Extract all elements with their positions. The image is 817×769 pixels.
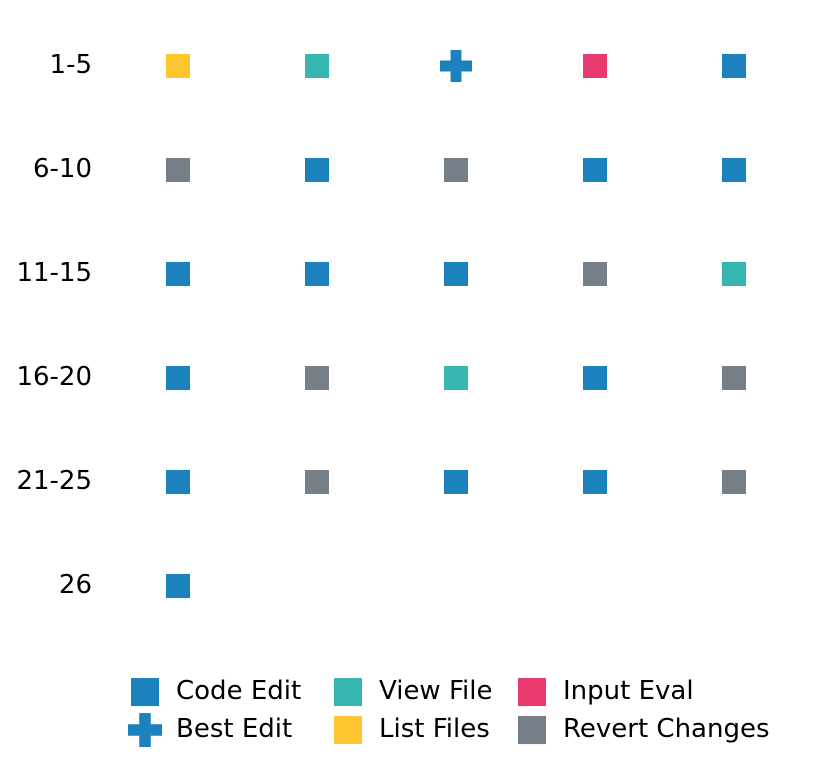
marker-revert-changes: [166, 158, 190, 182]
marker-code-edit: [305, 262, 329, 286]
legend-item-view-file: View File: [334, 676, 493, 707]
legend-item-list-files: List Files: [334, 714, 490, 745]
legend-square-swatch-input-eval: [518, 677, 546, 706]
marker-revert-changes: [305, 470, 329, 494]
legend-item-revert-changes: Revert Changes: [518, 714, 770, 745]
legend-label-revert-changes: Revert Changes: [563, 714, 770, 745]
legend-label-best-edit: Best Edit: [176, 714, 293, 745]
legend-square-swatch-list-files: [334, 715, 362, 744]
marker-list-files: [166, 54, 190, 78]
legend-label-input-eval: Input Eval: [563, 676, 694, 707]
marker-view-file: [722, 262, 746, 286]
marker-code-edit: [583, 158, 607, 182]
marker-revert-changes: [722, 470, 746, 494]
legend-square-swatch-view-file: [334, 677, 362, 706]
row-label-21-25: 21-25: [16, 465, 92, 496]
marker-code-edit: [166, 366, 190, 390]
marker-code-edit: [166, 574, 190, 598]
marker-input-eval: [583, 54, 607, 78]
marker-code-edit: [583, 470, 607, 494]
legend-square-swatch-code-edit: [131, 677, 159, 706]
marker-code-edit: [444, 470, 468, 494]
marker-code-edit: [166, 470, 190, 494]
plus-icon: [128, 712, 162, 747]
marker-revert-changes: [305, 366, 329, 390]
legend-item-best-edit: Best Edit: [128, 712, 293, 747]
marker-revert-changes: [583, 262, 607, 286]
row-label-11-15: 11-15: [16, 257, 92, 288]
marker-code-edit: [305, 158, 329, 182]
row-label-6-10: 6-10: [32, 153, 92, 184]
marker-code-edit: [722, 54, 746, 78]
marker-view-file: [305, 54, 329, 78]
marker-code-edit: [166, 262, 190, 286]
row-label-1-5: 1-5: [49, 49, 92, 80]
marker-view-file: [444, 366, 468, 390]
marker-revert-changes: [722, 366, 746, 390]
legend-label-view-file: View File: [379, 676, 493, 707]
row-label-16-20: 16-20: [16, 361, 92, 392]
legend-plus-swatch-best-edit: [128, 712, 162, 747]
row-label-26: 26: [58, 569, 92, 600]
marker-code-edit: [722, 158, 746, 182]
legend-item-code-edit: Code Edit: [131, 676, 302, 707]
marker-revert-changes: [444, 158, 468, 182]
legend-label-list-files: List Files: [379, 714, 490, 745]
marker-best-edit: [440, 50, 472, 82]
marker-code-edit: [583, 366, 607, 390]
legend-label-code-edit: Code Edit: [176, 676, 302, 707]
legend-square-swatch-revert-changes: [518, 715, 546, 744]
marker-code-edit: [444, 262, 468, 286]
legend-item-input-eval: Input Eval: [518, 676, 694, 707]
